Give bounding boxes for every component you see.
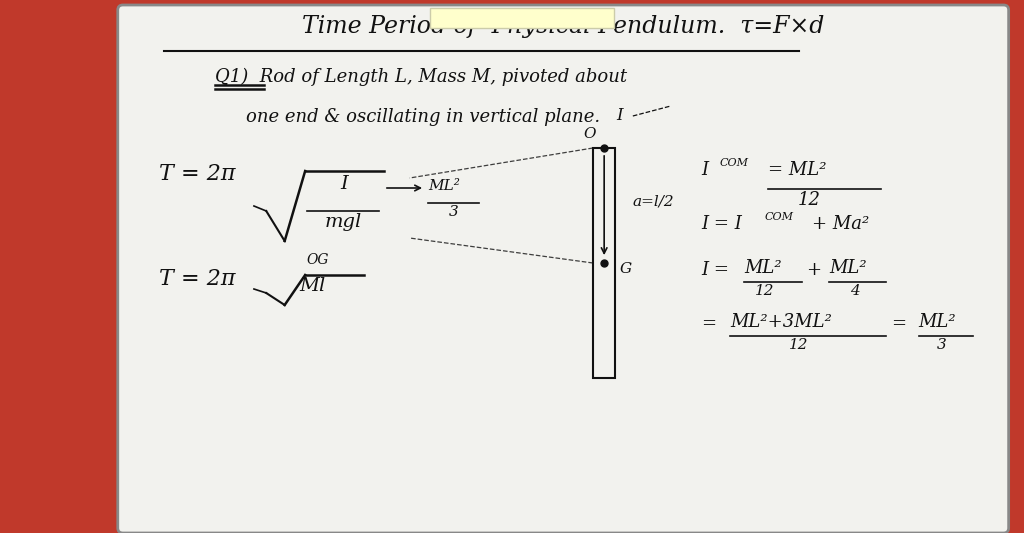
Text: T = 2π: T = 2π <box>159 163 236 185</box>
Text: Q1)  Rod of Length L, Mass M, pivoted about: Q1) Rod of Length L, Mass M, pivoted abo… <box>215 68 627 86</box>
Text: ML²: ML² <box>744 259 782 277</box>
Text: G: G <box>620 262 632 276</box>
Text: =: = <box>891 315 906 333</box>
Text: 3: 3 <box>449 205 459 219</box>
Text: mgl: mgl <box>325 213 361 231</box>
Text: I: I <box>616 107 623 124</box>
FancyBboxPatch shape <box>118 5 1009 533</box>
Text: OG: OG <box>306 253 329 267</box>
Text: COM: COM <box>765 212 794 222</box>
Text: COM: COM <box>720 158 749 168</box>
Bar <box>430 8 614 28</box>
Text: 12: 12 <box>755 284 775 298</box>
Text: 4: 4 <box>850 284 860 298</box>
Text: + Ma²: + Ma² <box>812 215 869 233</box>
Text: Ml: Ml <box>299 277 326 295</box>
Text: =: = <box>701 315 717 333</box>
Text: I = I: I = I <box>701 215 742 233</box>
Text: T = 2π: T = 2π <box>159 268 236 290</box>
Text: ML²: ML² <box>919 313 956 331</box>
Text: I: I <box>701 161 709 179</box>
Text: O: O <box>584 127 596 141</box>
Text: I: I <box>341 175 348 193</box>
Text: 12: 12 <box>788 338 809 352</box>
Text: = ML²: = ML² <box>768 161 826 179</box>
Text: ML²: ML² <box>829 259 867 277</box>
Text: 3: 3 <box>937 338 947 352</box>
Text: +: + <box>806 261 821 279</box>
Bar <box>593 148 615 378</box>
Text: ML²: ML² <box>428 179 460 193</box>
Text: 12: 12 <box>798 191 820 209</box>
Text: ML²+3ML²: ML²+3ML² <box>730 313 831 331</box>
Text: Time Period of  Physical Pendulum.  τ=F×d: Time Period of Physical Pendulum. τ=F×d <box>302 15 824 38</box>
Text: one end & oscillating in vertical plane.: one end & oscillating in vertical plane. <box>246 108 600 126</box>
Text: I =: I = <box>701 261 735 279</box>
Text: a=l/2: a=l/2 <box>633 195 675 208</box>
